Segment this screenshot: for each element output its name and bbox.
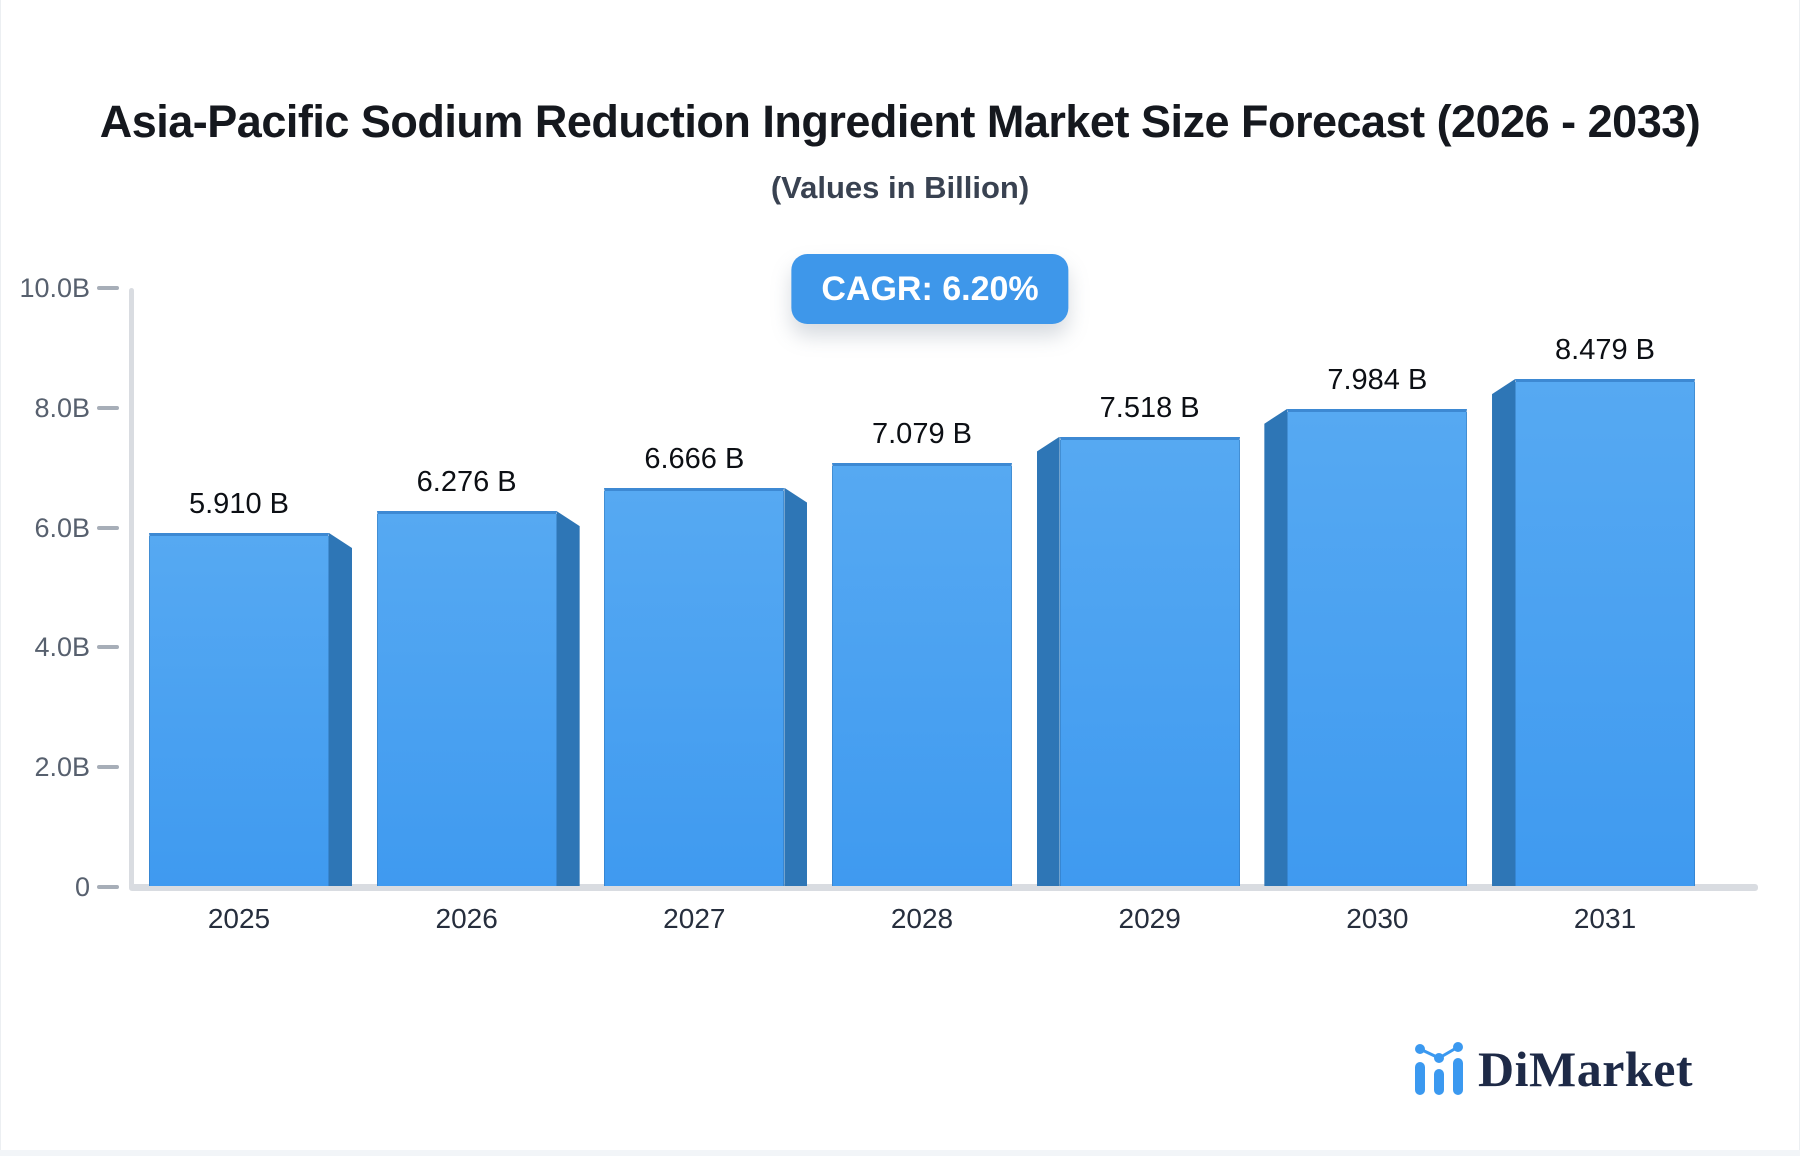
y-axis-line bbox=[129, 288, 134, 889]
y-tick-dash bbox=[97, 885, 119, 889]
bar-2029 bbox=[1059, 436, 1240, 886]
y-tick-label: 10.0B bbox=[19, 273, 90, 303]
bar-value-label: 7.518 B bbox=[1099, 391, 1200, 424]
dimarket-logo: DiMarket bbox=[1412, 1038, 1693, 1100]
x-axis-label-2026: 2026 bbox=[435, 903, 498, 934]
x-axis-label-2031: 2031 bbox=[1573, 903, 1637, 934]
bar-value-label: 8.479 B bbox=[1555, 334, 1655, 367]
bar-2025 bbox=[149, 532, 329, 886]
bar-2028 bbox=[832, 462, 1012, 886]
bar-side-face bbox=[1036, 436, 1060, 886]
y-tick-label: 4.0B bbox=[34, 632, 90, 663]
bar-value-label: 6.666 B bbox=[644, 442, 745, 475]
bar-value-label: 7.984 B bbox=[1327, 363, 1428, 396]
chart-subtitle: (Values in Billion) bbox=[770, 170, 1030, 205]
bar-2026 bbox=[376, 511, 557, 886]
bar-value-label: 7.079 B bbox=[872, 417, 972, 450]
bar-line-chart-icon bbox=[1415, 1042, 1463, 1095]
cagr-badge: CAGR: 6.20% bbox=[791, 254, 1069, 324]
y-tick-label: 8.0B bbox=[34, 392, 90, 423]
x-axis-baseline bbox=[129, 884, 1758, 891]
x-axis-label-2028: 2028 bbox=[890, 903, 954, 934]
x-axis-label-2030: 2030 bbox=[1346, 903, 1409, 934]
y-tick-label: 0 bbox=[74, 872, 90, 902]
x-axis-label-2029: 2029 bbox=[1118, 903, 1181, 934]
y-tick-dash bbox=[97, 286, 119, 290]
bar-side-face bbox=[556, 511, 580, 886]
y-tick-label: 6.0B bbox=[34, 512, 90, 543]
chart-title: Asia-Pacific Sodium Reduction Ingredient… bbox=[99, 96, 1701, 147]
x-axis-label-2027: 2027 bbox=[663, 903, 726, 934]
bar-2031 bbox=[1515, 379, 1696, 886]
logo-text: DiMarket bbox=[1478, 1041, 1694, 1097]
bar-value-label: 5.910 B bbox=[189, 487, 289, 520]
bar-value-label: 6.276 B bbox=[416, 466, 517, 499]
x-axis-label-2025: 2025 bbox=[207, 903, 271, 934]
bar-side-face bbox=[784, 487, 808, 886]
bar-side-face bbox=[1264, 408, 1288, 886]
y-tick-dash bbox=[97, 525, 119, 530]
y-tick-dash bbox=[97, 645, 119, 650]
bar-side-face bbox=[1492, 379, 1516, 886]
y-tick-dash bbox=[97, 765, 119, 770]
y-tick-label: 2.0B bbox=[34, 752, 90, 783]
bar-side-face bbox=[329, 532, 352, 886]
y-tick-dash bbox=[97, 405, 119, 410]
bar-2030 bbox=[1287, 408, 1468, 886]
bar-2027 bbox=[604, 487, 785, 886]
